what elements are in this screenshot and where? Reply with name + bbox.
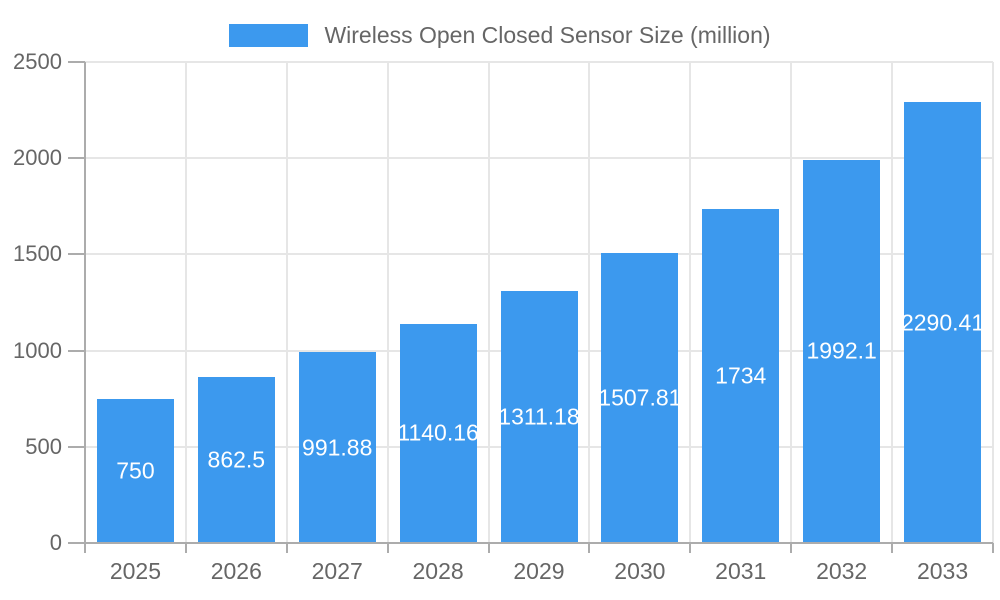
y-axis-label: 1000 xyxy=(13,337,62,363)
x-axis-tick xyxy=(588,543,591,553)
bar-value-label: 1311.18 xyxy=(498,403,580,430)
y-axis-label: 0 xyxy=(49,530,62,555)
x-axis-tick xyxy=(386,543,389,553)
x-axis-tick xyxy=(891,543,894,553)
bar-value-label: 862.5 xyxy=(207,446,266,473)
gridline-vertical xyxy=(790,62,793,543)
y-axis-tick xyxy=(68,157,85,160)
x-axis-tick xyxy=(689,543,692,553)
bar-value-label: 1140.16 xyxy=(397,419,479,446)
gridline-vertical xyxy=(285,62,288,543)
bar-value-label: 2290.41 xyxy=(900,309,985,336)
y-axis-tick xyxy=(68,253,85,256)
gridline-vertical xyxy=(386,62,389,543)
bar-2027[interactable]: 991.88 xyxy=(298,352,376,543)
bar-value-label: 1992.1 xyxy=(806,337,877,364)
bar-2028[interactable]: 1140.16 xyxy=(397,323,479,543)
bar-value-label: 1734 xyxy=(715,362,767,389)
bar-value-label: 1507.81 xyxy=(598,384,682,411)
gridline-vertical xyxy=(891,62,894,543)
legend-swatch xyxy=(229,23,309,47)
x-axis-label: 2030 xyxy=(614,558,666,584)
gridline-horizontal xyxy=(85,253,993,256)
x-axis-label: 2033 xyxy=(916,558,969,584)
y-axis-line xyxy=(84,62,86,553)
legend-label: Wireless Open Closed Sensor Size (millio… xyxy=(324,21,771,48)
x-axis-label: 2031 xyxy=(715,558,767,584)
bar-2030[interactable]: 1507.81 xyxy=(598,252,682,543)
gridline-vertical xyxy=(184,62,187,543)
x-axis-label: 2027 xyxy=(311,558,363,584)
gridline-horizontal xyxy=(85,61,993,63)
gridline-vertical xyxy=(588,62,591,543)
bar-value-label: 750 xyxy=(116,457,155,484)
y-axis-tick xyxy=(68,61,85,63)
bar-2033[interactable]: 2290.41 xyxy=(900,102,985,543)
y-axis-label: 2000 xyxy=(13,145,62,171)
y-axis-label: 2500 xyxy=(13,49,62,74)
bar-2032[interactable]: 1992.1 xyxy=(803,159,881,543)
y-axis-tick xyxy=(68,349,85,352)
x-axis-tick xyxy=(992,543,994,553)
x-axis-tick xyxy=(790,543,793,553)
gridline-vertical xyxy=(689,62,692,543)
bar-2025[interactable]: 750 xyxy=(96,398,174,543)
x-axis-label: 2032 xyxy=(816,558,868,584)
x-axis-label: 2029 xyxy=(513,558,565,584)
bar-2029[interactable]: 1311.18 xyxy=(498,290,580,543)
x-axis-tick xyxy=(285,543,288,553)
x-axis-label: 2028 xyxy=(412,558,464,584)
bar-value-label: 991.88 xyxy=(302,434,373,461)
bar-2026[interactable]: 862.5 xyxy=(197,377,275,543)
gridline-vertical xyxy=(992,62,994,543)
legend[interactable]: Wireless Open Closed Sensor Size (millio… xyxy=(0,20,1000,50)
x-axis-label: 2025 xyxy=(109,558,162,584)
x-axis-tick xyxy=(487,543,490,553)
gridline-horizontal xyxy=(85,157,993,160)
y-axis-tick xyxy=(68,542,85,544)
bar-2031[interactable]: 1734 xyxy=(702,209,780,543)
y-axis-tick xyxy=(68,445,85,448)
y-axis-label: 1500 xyxy=(13,241,62,267)
x-axis-tick xyxy=(184,543,187,553)
y-axis-label: 500 xyxy=(25,433,62,459)
x-axis-label: 2026 xyxy=(210,558,262,584)
gridline-vertical xyxy=(487,62,490,543)
x-axis-line xyxy=(85,542,993,544)
